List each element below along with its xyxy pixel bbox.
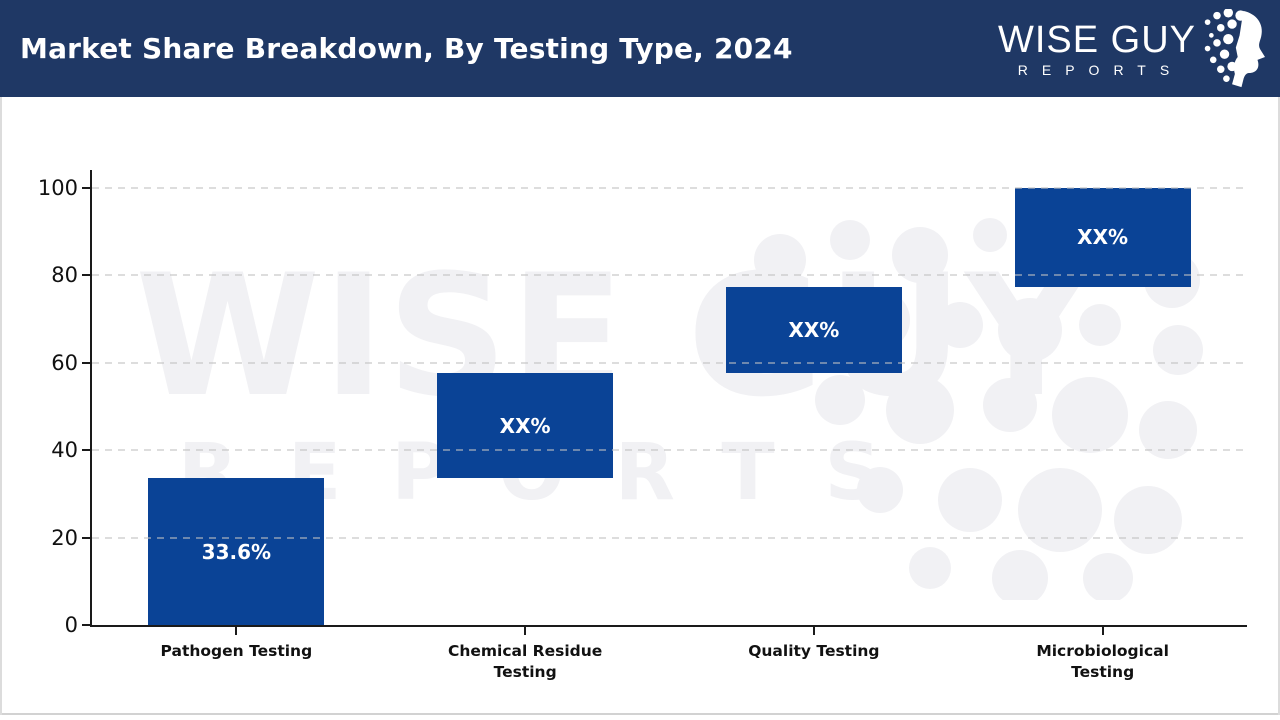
x-category-label: Quality Testing [748, 642, 880, 660]
left-border-line [0, 97, 2, 715]
y-tick-mark [82, 624, 90, 626]
y-tick-label: 0 [64, 613, 78, 637]
y-tick-mark [82, 274, 90, 276]
bottom-border-line [2, 713, 1278, 715]
bar: XX% [1014, 187, 1191, 287]
y-tick-label: 20 [51, 525, 78, 550]
gridline [92, 536, 1247, 539]
gridline [92, 274, 1247, 276]
y-tick-label: 80 [51, 263, 78, 287]
bar-value-label: XX% [1077, 225, 1129, 250]
bar-value-label: XX% [499, 413, 551, 438]
bar: 33.6% [148, 478, 325, 625]
header-bar: Market Share Breakdown, By Testing Type,… [0, 0, 1280, 97]
x-category-label: Microbiological Testing [1036, 642, 1169, 681]
x-tick-mark [524, 627, 527, 635]
face-profile-icon [1204, 8, 1265, 87]
plot-area: 0 20 40 60 80 100 33.6% Pathogen Testing XX% Chem… [38, 170, 1247, 681]
x-tick-mark [235, 627, 238, 635]
gridline [92, 186, 1247, 189]
x-tick-mark [1101, 627, 1104, 635]
x-category-label: Chemical Residue Testing [447, 642, 603, 681]
x-category-label: Pathogen Testing [160, 642, 313, 660]
x-tick-mark [812, 627, 815, 635]
y-tick-mark [82, 536, 90, 539]
bar-value-label: 33.6% [201, 539, 272, 564]
logo-subtext: REPORTS [1017, 61, 1184, 78]
y-tick-label: 60 [51, 350, 78, 375]
bar: XX% [437, 373, 614, 478]
logo-wordmark: WISE GUY [997, 18, 1196, 61]
y-tick-label: 40 [51, 438, 78, 462]
gridline [92, 449, 1247, 451]
logo-text: WISE GUY REPORTS [998, 21, 1196, 77]
bar: XX% [725, 286, 902, 373]
gridline [92, 361, 1247, 364]
right-border-line [1278, 97, 1280, 715]
wise-guy-logo: WISE GUY REPORTS [998, 8, 1266, 89]
y-tick-mark [82, 361, 90, 364]
y-tick-mark [82, 449, 90, 451]
y-tick-mark [82, 186, 90, 189]
page-title: Market Share Breakdown, By Testing Type,… [20, 32, 793, 65]
bar-value-label: XX% [788, 317, 840, 342]
y-tick-label: 100 [37, 175, 78, 200]
